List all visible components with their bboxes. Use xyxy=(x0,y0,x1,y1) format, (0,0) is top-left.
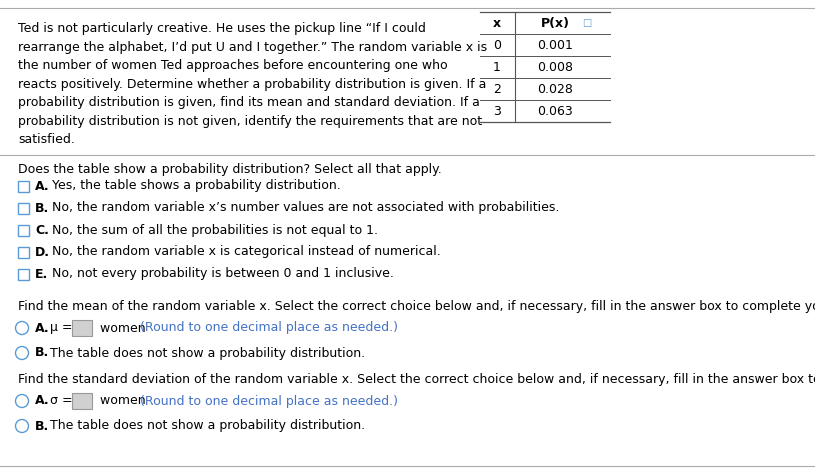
Text: B.: B. xyxy=(35,201,49,215)
Text: No, the random variable x is categorical instead of numerical.: No, the random variable x is categorical… xyxy=(52,246,441,258)
Circle shape xyxy=(15,346,29,359)
Bar xyxy=(72,393,92,409)
Text: Yes, the table shows a probability distribution.: Yes, the table shows a probability distr… xyxy=(52,180,341,192)
Text: C.: C. xyxy=(35,224,49,237)
Bar xyxy=(72,320,92,336)
Text: x: x xyxy=(493,17,501,29)
Circle shape xyxy=(15,394,29,408)
Text: 2: 2 xyxy=(493,82,501,95)
Text: E.: E. xyxy=(35,267,48,281)
Text: 3: 3 xyxy=(493,104,501,118)
Bar xyxy=(18,268,29,280)
Bar xyxy=(18,246,29,257)
Text: B.: B. xyxy=(35,346,49,359)
Text: A.: A. xyxy=(35,180,50,192)
Text: σ =: σ = xyxy=(50,394,73,408)
Text: women: women xyxy=(96,321,150,335)
Text: 0.028: 0.028 xyxy=(537,82,573,95)
Text: probability distribution is given, find its mean and standard deviation. If a: probability distribution is given, find … xyxy=(18,96,480,109)
Text: 0.001: 0.001 xyxy=(537,38,573,52)
Text: reacts positively. Determine whether a probability distribution is given. If a: reacts positively. Determine whether a p… xyxy=(18,78,487,91)
Text: The table does not show a probability distribution.: The table does not show a probability di… xyxy=(50,346,365,359)
Text: □: □ xyxy=(583,18,592,28)
Text: Does the table show a probability distribution? Select all that apply.: Does the table show a probability distri… xyxy=(18,163,442,176)
Text: No, the sum of all the probabilities is not equal to 1.: No, the sum of all the probabilities is … xyxy=(52,224,378,237)
Text: rearrange the alphabet, I’d put U and I together.” The random variable x is: rearrange the alphabet, I’d put U and I … xyxy=(18,40,487,54)
Text: 0.008: 0.008 xyxy=(537,61,573,73)
Text: No, the random variable x’s number values are not associated with probabilities.: No, the random variable x’s number value… xyxy=(52,201,559,215)
Text: No, not every probability is between 0 and 1 inclusive.: No, not every probability is between 0 a… xyxy=(52,267,394,281)
Text: (Round to one decimal place as needed.): (Round to one decimal place as needed.) xyxy=(140,394,398,408)
Text: A.: A. xyxy=(35,394,50,408)
Bar xyxy=(18,225,29,236)
Text: 0.063: 0.063 xyxy=(537,104,573,118)
Text: (Round to one decimal place as needed.): (Round to one decimal place as needed.) xyxy=(140,321,398,335)
Circle shape xyxy=(15,321,29,335)
Text: 1: 1 xyxy=(493,61,501,73)
Bar xyxy=(18,202,29,213)
Text: women: women xyxy=(96,394,150,408)
Text: P(x): P(x) xyxy=(540,17,570,29)
Text: probability distribution is not given, identify the requirements that are not: probability distribution is not given, i… xyxy=(18,115,482,128)
Text: the number of women Ted approaches before encountering one who: the number of women Ted approaches befor… xyxy=(18,59,447,72)
Bar xyxy=(18,181,29,191)
Text: A.: A. xyxy=(35,321,50,335)
Text: D.: D. xyxy=(35,246,50,258)
Text: Find the mean of the random variable x. Select the correct choice below and, if : Find the mean of the random variable x. … xyxy=(18,300,815,313)
Text: Ted is not particularly creative. He uses the pickup line “If I could: Ted is not particularly creative. He use… xyxy=(18,22,426,35)
Text: satisfied.: satisfied. xyxy=(18,133,75,146)
Text: 0: 0 xyxy=(493,38,501,52)
Text: Find the standard deviation of the random variable x. Select the correct choice : Find the standard deviation of the rando… xyxy=(18,373,815,386)
Text: The table does not show a probability distribution.: The table does not show a probability di… xyxy=(50,419,365,432)
Text: B.: B. xyxy=(35,419,49,432)
Circle shape xyxy=(15,419,29,432)
Text: μ =: μ = xyxy=(50,321,73,335)
